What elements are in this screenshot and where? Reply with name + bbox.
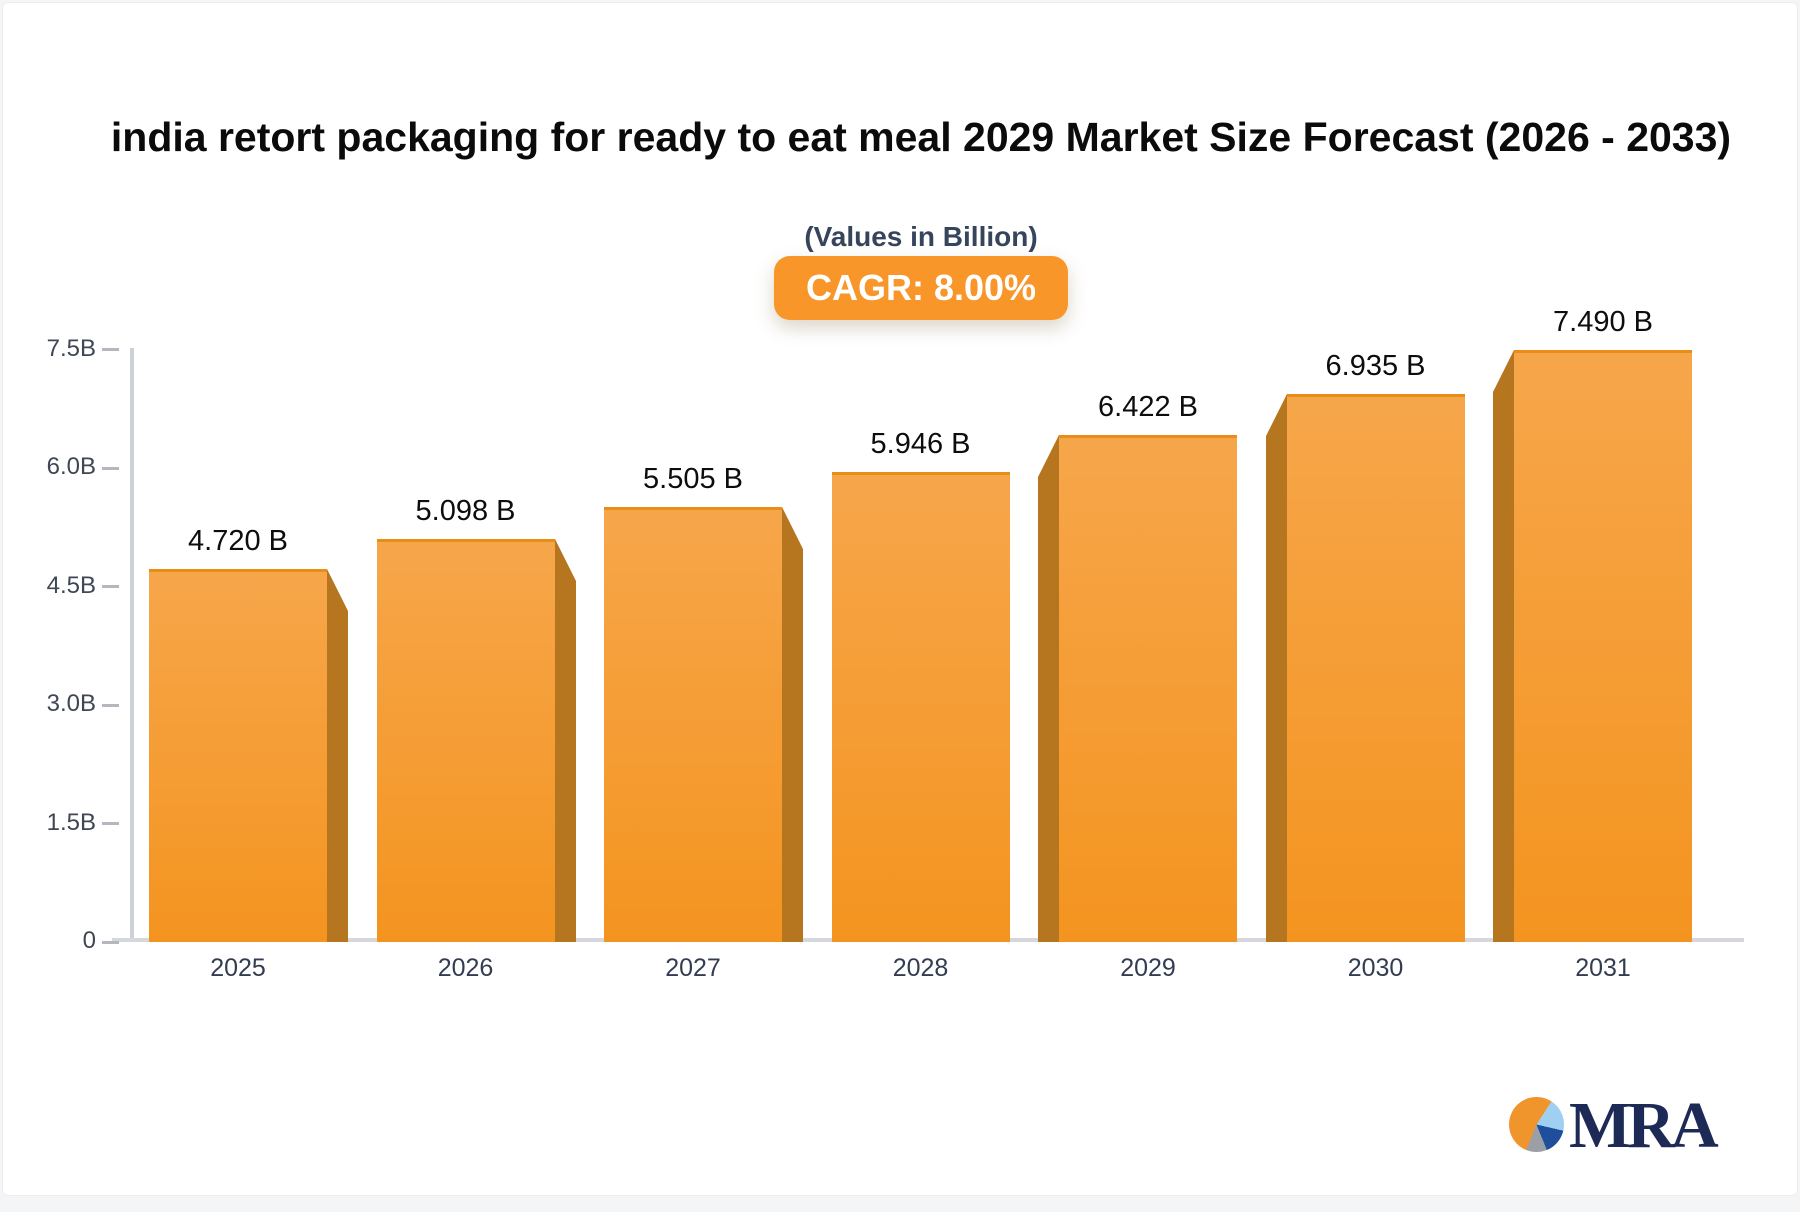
- x-axis-label-2026: 2026: [437, 954, 494, 982]
- x-axis-label-2025: 2025: [210, 954, 266, 982]
- bar-side-face: [1266, 394, 1287, 942]
- x-axis-label-2029: 2029: [1120, 954, 1176, 982]
- bar-value-label: 4.720 B: [188, 525, 288, 557]
- bar-value-label: 7.490 B: [1553, 306, 1653, 338]
- chart-subtitle: (Values in Billion): [804, 221, 1038, 252]
- bar-side-face: [1038, 435, 1059, 942]
- y-tick-dash: [102, 704, 119, 707]
- y-tick-label: 1.5B: [46, 809, 96, 836]
- x-axis-label-2028: 2028: [892, 954, 949, 982]
- x-axis-label-2030: 2030: [1347, 954, 1404, 982]
- bar-2025[interactable]: [149, 569, 327, 942]
- x-axis-label-2031: 2031: [1575, 954, 1631, 982]
- y-tick-dash: [102, 585, 119, 588]
- mra-logo: MRA: [1509, 1088, 1769, 1168]
- bar-side-face: [327, 569, 348, 942]
- y-tick-dash: [102, 941, 119, 944]
- bar-side-face: [1493, 350, 1514, 942]
- y-tick-label: 6.0B: [46, 453, 96, 480]
- bar-value-label: 6.935 B: [1325, 350, 1426, 382]
- bar-2028[interactable]: [832, 472, 1010, 942]
- y-tick-label: 3.0B: [46, 690, 96, 717]
- y-tick-dash: [102, 467, 119, 470]
- y-tick-dash: [102, 348, 119, 351]
- y-axis-line: [130, 348, 134, 942]
- logo-text: MRA: [1569, 1089, 1719, 1162]
- bar-2031[interactable]: [1514, 350, 1692, 942]
- bar-value-label: 6.422 B: [1098, 391, 1198, 423]
- pie-chart-logo-icon: [1509, 1097, 1564, 1152]
- y-tick-label: 4.5B: [46, 572, 96, 599]
- bar-2027[interactable]: [604, 507, 782, 942]
- bar-2026[interactable]: [377, 539, 555, 942]
- x-axis-label-2027: 2027: [665, 954, 721, 982]
- bar-value-label: 5.946 B: [870, 428, 971, 460]
- y-tick-dash: [102, 822, 119, 825]
- chart-title: india retort packaging for ready to eat …: [110, 114, 1732, 160]
- bar-side-face: [555, 539, 576, 942]
- y-tick-label: 7.5B: [46, 335, 96, 362]
- bar-side-face: [782, 507, 803, 942]
- bar-2029[interactable]: [1059, 435, 1237, 942]
- y-tick-label: 0: [82, 927, 96, 954]
- cagr-badge: CAGR: 8.00%: [773, 256, 1069, 320]
- bar-value-label: 5.098 B: [415, 495, 516, 527]
- bar-2030[interactable]: [1287, 394, 1465, 942]
- bar-value-label: 5.505 B: [643, 463, 743, 495]
